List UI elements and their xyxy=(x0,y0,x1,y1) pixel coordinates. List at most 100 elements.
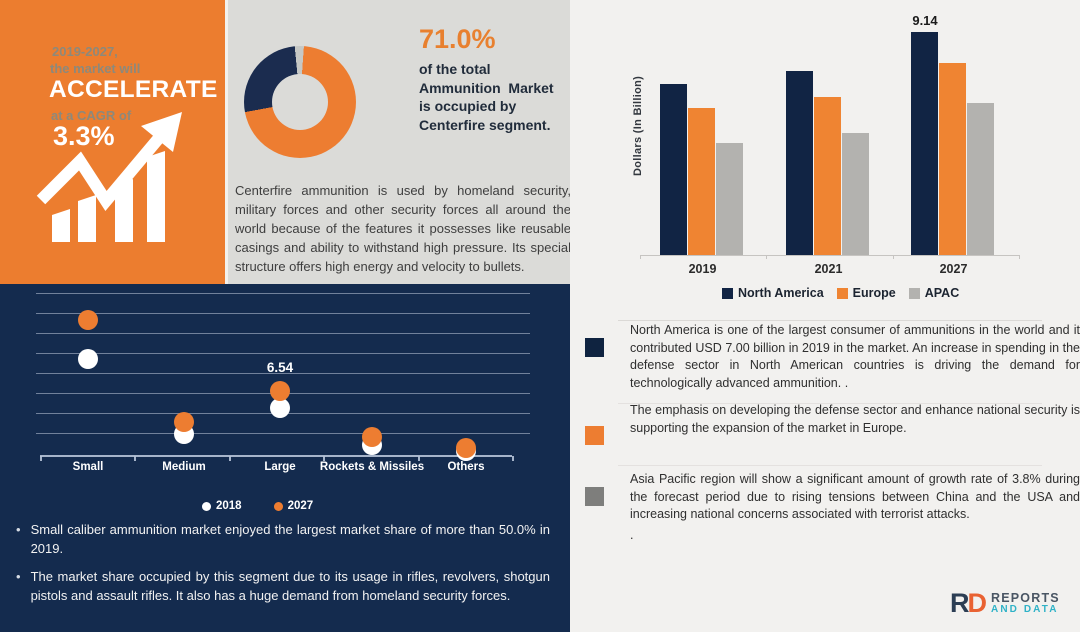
centerfire-caption-line: Ammunition Market xyxy=(419,79,554,96)
gridline xyxy=(36,373,530,374)
bar-europe-2027 xyxy=(939,63,966,255)
bar-north-america-2021 xyxy=(786,71,813,255)
north-america-note: North America is one of the largest cons… xyxy=(630,323,1080,390)
centerfire-share-stat: 71.0% xyxy=(419,24,496,54)
axis-tick xyxy=(40,456,42,461)
gridline xyxy=(36,333,530,334)
apac-swatch xyxy=(585,487,604,506)
legend-swatch xyxy=(202,501,211,511)
bullet-icon: • xyxy=(16,569,21,584)
axis-tick xyxy=(1019,255,1020,259)
list-item: • The market share occupied by this segm… xyxy=(16,567,550,605)
dot-axis-tick-label: Large xyxy=(264,461,296,473)
logo-mark-r: R xyxy=(950,588,969,618)
legend-item-2018: 2018 xyxy=(202,500,242,512)
axis-tick xyxy=(134,456,137,461)
legend-swatch xyxy=(836,287,848,299)
axis-tick xyxy=(417,456,420,461)
centerfire-donut-chart xyxy=(244,46,356,158)
logo-mark: RD xyxy=(950,588,987,618)
bar-value-label: 9.14 xyxy=(912,13,938,28)
axis-tick xyxy=(893,255,894,259)
divider xyxy=(618,320,1042,321)
dot-axis-tick-label: Medium xyxy=(162,461,206,473)
growth-chart-icon xyxy=(36,112,182,242)
cagr-label: at a CAGR of xyxy=(51,108,132,123)
bar-north-america-2019 xyxy=(660,84,687,255)
europe-note: The emphasis on developing the defense s… xyxy=(630,403,1080,435)
apac-note-extra: . xyxy=(630,528,634,542)
caliber-panel: Small Medium Large Rockets & Missiles Others… xyxy=(0,284,570,632)
centerfire-caption-line: of the total xyxy=(419,61,491,77)
bar-axis-tick-label: 2021 xyxy=(814,262,843,276)
cagr-headline: ACCELERATE xyxy=(49,76,218,103)
cagr-value: 3.3% xyxy=(53,121,115,151)
north-america-swatch xyxy=(585,338,604,357)
legend-swatch xyxy=(273,501,283,511)
logo-mark-d: D xyxy=(967,588,987,618)
dot-2018-small xyxy=(78,349,98,369)
dot-axis-tick-label: Others xyxy=(447,461,485,473)
reports-and-data-logo: RD REPORTS AND DATA xyxy=(950,590,1060,617)
cagr-period: 2019-2027, xyxy=(52,44,118,59)
regional-panel: Dollars (In Billion) 2019 2021 2027 9.14 No… xyxy=(570,0,1080,632)
dot-2027-medium xyxy=(174,411,194,432)
centerfire-caption: of the total Ammunition Market is occupi… xyxy=(419,60,554,134)
bar-chart-y-axis-label: Dollars (In Billion) xyxy=(632,75,644,176)
dot-2027-large xyxy=(270,380,290,401)
axis-tick xyxy=(512,456,514,461)
gridline xyxy=(36,293,530,294)
bar-apac-2021 xyxy=(842,133,869,255)
gridline xyxy=(36,433,530,434)
bar-axis-tick-label: 2019 xyxy=(688,262,717,276)
dot-2027-others xyxy=(456,438,476,459)
bar-apac-2019 xyxy=(716,143,743,255)
bar-north-america-2027 xyxy=(911,32,938,255)
dot-chart-x-axis xyxy=(40,455,512,457)
legend-item-apac: APAC xyxy=(908,286,959,300)
dot-2018-large xyxy=(270,398,290,418)
axis-tick xyxy=(228,456,231,461)
dot-chart-legend: 2018 2027 xyxy=(202,500,313,512)
axis-tick xyxy=(640,255,641,259)
legend-swatch xyxy=(908,287,920,299)
dot-value-label: 6.54 xyxy=(266,359,294,375)
axis-tick xyxy=(323,456,326,461)
centerfire-card: 71.0% of the total Ammunition Market is … xyxy=(225,0,571,284)
insight-text: The market share occupied by this segmen… xyxy=(30,569,550,603)
cagr-subtitle: the market will xyxy=(50,61,141,76)
legend-item-north-america: North America xyxy=(722,286,824,300)
dot-axis-tick-label: Small xyxy=(72,461,104,473)
gridline xyxy=(36,353,530,354)
cagr-card: 2019-2027, the market will ACCELERATE at… xyxy=(0,0,225,284)
apac-note: Asia Pacific region will show a signific… xyxy=(630,472,1080,521)
divider xyxy=(618,465,1042,466)
logo-text: REPORTS AND DATA xyxy=(991,592,1060,615)
bullet-icon: • xyxy=(16,522,21,537)
list-item: • Small caliber ammunition market enjoye… xyxy=(16,520,550,558)
bar-apac-2027 xyxy=(967,103,994,255)
logo-line1: REPORTS xyxy=(991,591,1060,605)
insight-text: Small caliber ammunition market enjoyed … xyxy=(30,522,550,556)
axis-tick xyxy=(766,255,767,259)
dot-2027-small xyxy=(78,309,98,330)
bar-chart-legend: North America Europe APAC xyxy=(722,286,959,300)
divider xyxy=(618,403,1042,404)
bar-europe-2019 xyxy=(688,108,715,255)
europe-swatch xyxy=(585,426,604,445)
centerfire-caption-line: Centerfire segment. xyxy=(419,116,551,133)
logo-line2: AND DATA xyxy=(991,604,1059,615)
bar-chart-x-axis xyxy=(640,255,1020,256)
legend-item-2027: 2027 xyxy=(273,500,313,512)
centerfire-caption-line: is occupied by xyxy=(419,98,517,114)
legend-item-europe: Europe xyxy=(836,286,896,300)
centerfire-description: Centerfire ammunition is used by homelan… xyxy=(235,183,571,274)
legend-swatch xyxy=(722,287,733,299)
dot-axis-tick-label: Rockets & Missiles xyxy=(319,461,425,473)
dot-2027-rockets-missiles xyxy=(362,427,382,448)
bar-europe-2021 xyxy=(814,97,841,255)
segment-insights-list: • Small caliber ammunition market enjoye… xyxy=(16,520,550,614)
gridline xyxy=(36,313,530,314)
bar-axis-tick-label: 2027 xyxy=(939,262,968,276)
